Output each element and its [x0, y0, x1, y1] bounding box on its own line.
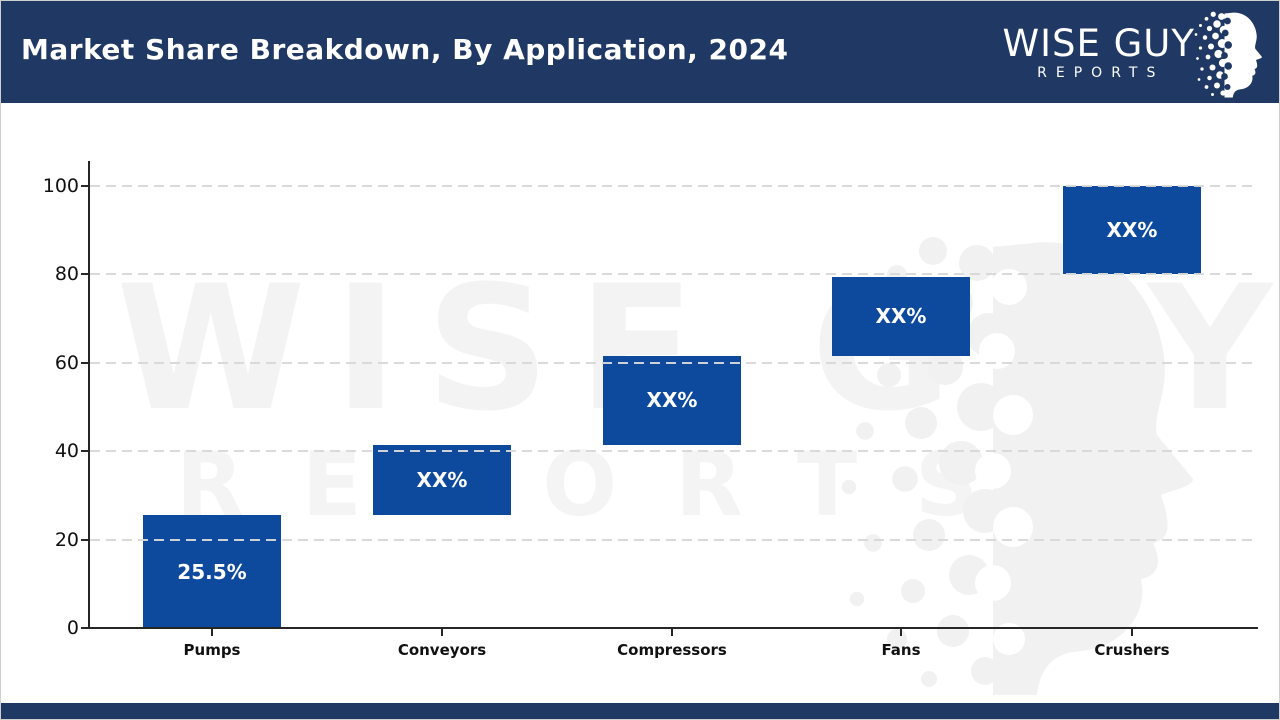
y-axis-line — [88, 161, 90, 629]
logo-text: WISE GUY REPORTS — [1002, 22, 1195, 82]
bar-conveyors: XX% — [373, 444, 511, 516]
y-tick-mark — [81, 450, 88, 453]
bar-fans: XX% — [832, 276, 970, 357]
logo-reports-text: REPORTS — [1037, 65, 1165, 81]
y-tick-mark — [81, 273, 88, 276]
chart-title: Market Share Breakdown, By Application, … — [21, 33, 789, 66]
bar-pumps: 25.5% — [143, 515, 281, 628]
x-tick-mark — [211, 629, 213, 636]
y-tick-mark — [81, 361, 88, 364]
x-tick-mark — [671, 629, 673, 636]
bar-value-label: XX% — [416, 467, 468, 492]
y-tick-label: 20 — [54, 528, 79, 551]
x-tick-mark — [900, 629, 902, 636]
x-tick-label: Conveyors — [397, 641, 487, 659]
gridline-60 — [90, 361, 1257, 364]
bar-value-label: 25.5% — [177, 559, 247, 584]
y-tick-label: 80 — [54, 263, 79, 286]
bar-value-label: XX% — [646, 388, 698, 413]
x-tick-label: Crushers — [1094, 641, 1170, 659]
wiseguy-logo: WISE GUY REPORTS — [1003, 7, 1265, 99]
x-axis-line — [88, 627, 1258, 629]
y-tick-label: 100 — [42, 175, 79, 197]
gridline-100 — [90, 185, 1257, 187]
footer-bar — [1, 703, 1279, 719]
y-tick-mark — [81, 538, 88, 541]
y-tick-label: 40 — [54, 440, 79, 463]
logo-wise-guy-text: WISE GUY — [1002, 22, 1195, 65]
y-tick-mark — [81, 185, 88, 187]
gridline-80 — [90, 273, 1257, 276]
y-tick-mark — [81, 627, 88, 629]
x-tick-mark — [441, 629, 443, 636]
header-bar: Market Share Breakdown, By Application, … — [1, 1, 1279, 103]
bar-compressors: XX% — [603, 356, 741, 445]
x-tick-label: Compressors — [617, 641, 727, 659]
logo-head-icon — [1194, 11, 1262, 98]
y-tick-label: 60 — [54, 351, 79, 374]
x-tick-label: Fans — [881, 641, 921, 659]
gridline-40 — [90, 450, 1257, 453]
y-tick-label: 0 — [66, 617, 79, 639]
bar-value-label: XX% — [875, 304, 927, 329]
x-tick-label: Pumps — [183, 641, 241, 659]
x-tick-mark — [1131, 629, 1133, 636]
gridline-20 — [90, 538, 1257, 541]
bar-value-label: XX% — [1106, 218, 1158, 243]
bar-crushers: XX% — [1063, 186, 1201, 275]
